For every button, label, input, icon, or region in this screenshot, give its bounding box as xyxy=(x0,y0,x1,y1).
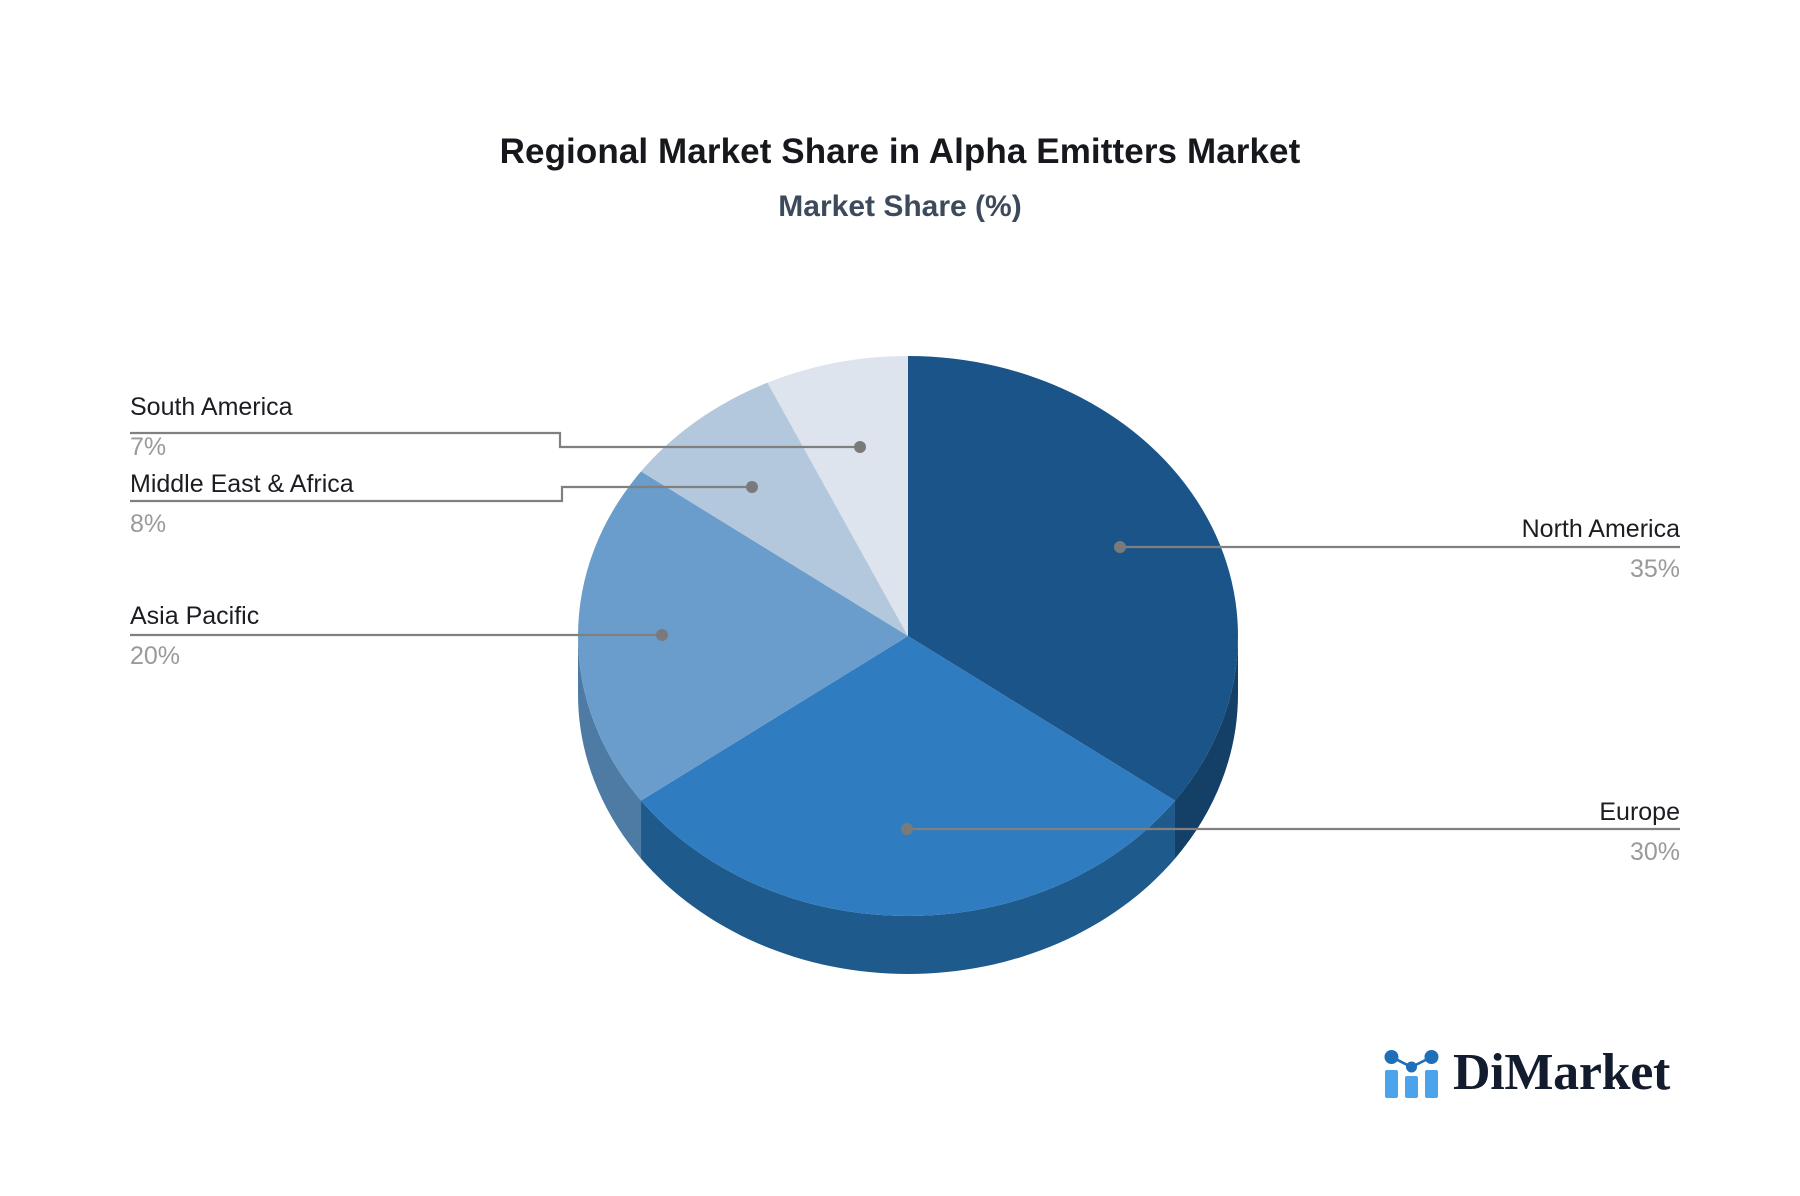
pie-depth-layer xyxy=(578,636,1238,975)
pie-side-asia-pacific xyxy=(578,636,642,859)
leader-dot-europe xyxy=(901,823,913,835)
callout-value-south-america: 7% xyxy=(130,433,167,461)
callout-label-asia-pacific: Asia Pacific xyxy=(130,602,260,630)
pie-slice-south-america xyxy=(767,356,908,636)
callout-middle-east-africa[interactable]: Middle East & Africa 8% xyxy=(130,469,354,539)
leader-dot-north-america xyxy=(1114,541,1126,553)
callout-europe[interactable]: Europe 30% xyxy=(1599,797,1680,867)
chart-title: Regional Market Share in Alpha Emitters … xyxy=(499,132,1301,171)
leader-line-south-america xyxy=(130,431,860,449)
leader-dot-south-america xyxy=(854,441,866,453)
leader-line-middle-east-africa xyxy=(130,485,752,503)
callout-asia-pacific[interactable]: Asia Pacific 20% xyxy=(130,601,259,671)
callout-label-south-america: South America xyxy=(130,393,293,421)
callout-value-europe: 30% xyxy=(1629,838,1680,866)
brand-logo: DiMarket xyxy=(1382,1046,1670,1100)
chart-subtitle: Market Share (%) xyxy=(778,190,1022,223)
pie-slice-asia-pacific xyxy=(578,471,908,801)
callout-label-middle-east-africa: Middle East & Africa xyxy=(130,470,354,498)
callout-value-north-america: 35% xyxy=(1629,555,1680,583)
callout-value-asia-pacific: 20% xyxy=(130,642,181,670)
callout-label-north-america: North America xyxy=(1521,515,1680,543)
pie-side-europe xyxy=(641,800,1175,975)
pie-slice-europe xyxy=(641,636,1175,916)
callout-value-middle-east-africa: 8% xyxy=(130,510,167,538)
callout-north-america[interactable]: North America 35% xyxy=(1522,514,1680,584)
leader-dot-asia-pacific xyxy=(656,629,668,641)
brand-logo-text: DiMarket xyxy=(1453,1044,1671,1101)
bar-chart-logo-icon xyxy=(1384,1050,1439,1098)
callout-label-europe: Europe xyxy=(1599,798,1680,826)
callout-south-america[interactable]: South America 7% xyxy=(130,392,293,462)
pie-side-north-america xyxy=(1174,636,1238,859)
leader-lines xyxy=(130,431,1680,835)
pie-slice-north-america xyxy=(908,356,1238,801)
leader-dot-middle-east-africa xyxy=(746,481,758,493)
